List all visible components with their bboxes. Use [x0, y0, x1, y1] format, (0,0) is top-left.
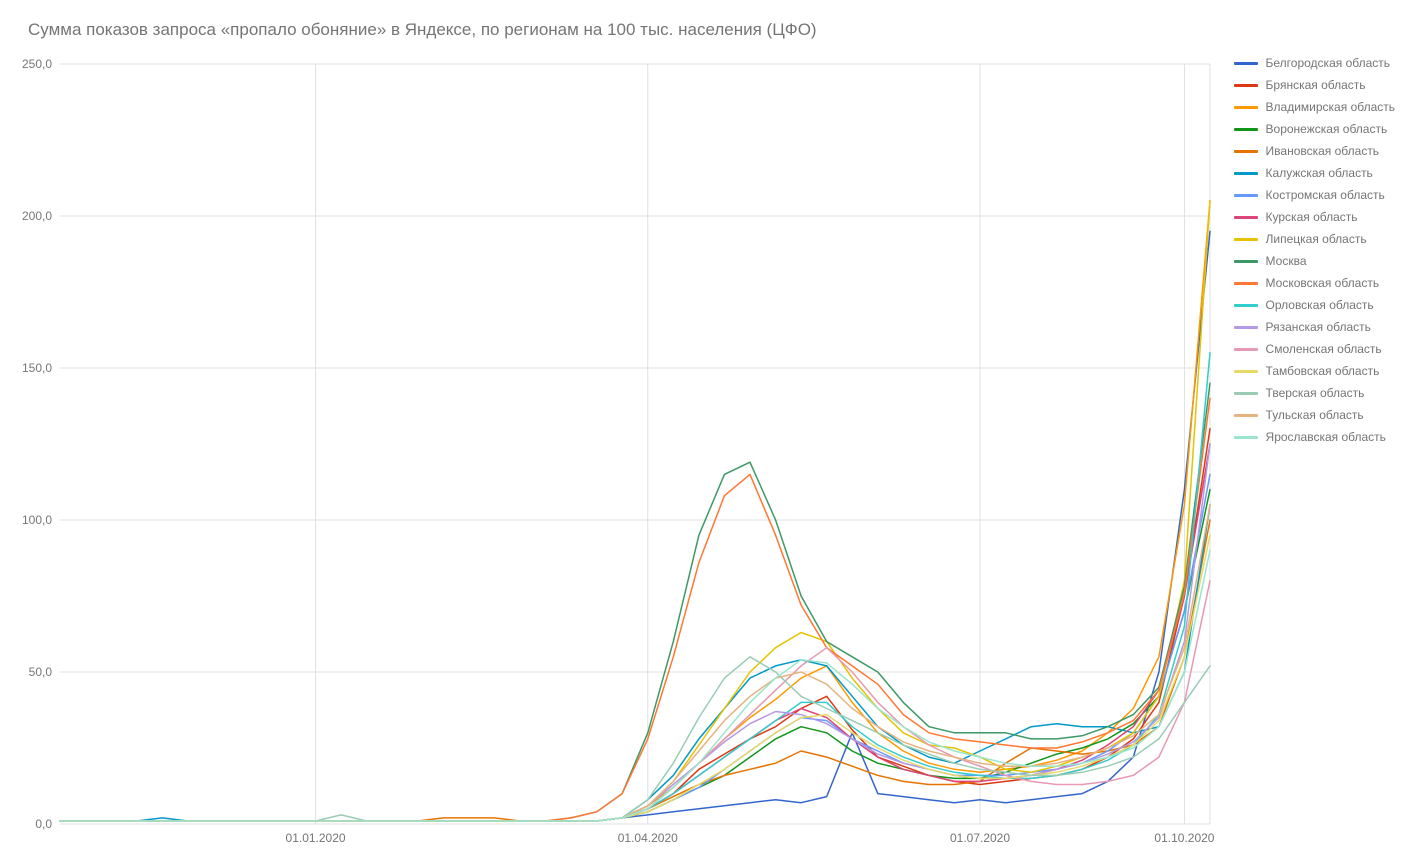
legend-item[interactable]: Ярославская область — [1234, 430, 1395, 444]
svg-text:200,0: 200,0 — [22, 209, 52, 223]
legend-item[interactable]: Ивановская область — [1234, 144, 1395, 158]
legend-swatch — [1234, 260, 1258, 263]
legend-swatch — [1234, 62, 1258, 65]
legend-item[interactable]: Владимирская область — [1234, 100, 1395, 114]
legend-label: Костромская область — [1266, 188, 1385, 202]
legend-label: Тамбовская область — [1266, 364, 1380, 378]
legend-swatch — [1234, 282, 1258, 285]
legend-swatch — [1234, 348, 1258, 351]
series-line — [60, 353, 1210, 821]
legend-item[interactable]: Калужская область — [1234, 166, 1395, 180]
legend-swatch — [1234, 304, 1258, 307]
legend-swatch — [1234, 414, 1258, 417]
legend-item[interactable]: Смоленская область — [1234, 342, 1395, 356]
chart-plot: 0,0 50,0 100,0 150,0 200,0 250,0 01.01.2020 01.… — [20, 54, 1214, 864]
series-line — [60, 474, 1210, 821]
legend-label: Смоленская область — [1266, 342, 1382, 356]
legend-label: Воронежская область — [1266, 122, 1388, 136]
legend-label: Калужская область — [1266, 166, 1373, 180]
chart-title: Сумма показов запроса «пропало обоняние»… — [28, 20, 1395, 40]
chart-legend: Белгородская область Брянская область Влад… — [1214, 54, 1395, 864]
series-line — [60, 383, 1210, 821]
chart-container: Сумма показов запроса «пропало обоняние»… — [20, 20, 1395, 836]
chart-inner: 0,0 50,0 100,0 150,0 200,0 250,0 01.01.2020 01.… — [20, 54, 1395, 864]
legend-item[interactable]: Курская область — [1234, 210, 1395, 224]
legend-swatch — [1234, 84, 1258, 87]
legend-item[interactable]: Липецкая область — [1234, 232, 1395, 246]
series-line — [60, 231, 1210, 821]
legend-item[interactable]: Воронежская область — [1234, 122, 1395, 136]
legend-label: Тульская область — [1266, 408, 1364, 422]
legend-item[interactable]: Орловская область — [1234, 298, 1395, 312]
svg-text:01.10.2020: 01.10.2020 — [1154, 831, 1213, 845]
svg-text:01.01.2020: 01.01.2020 — [286, 831, 346, 845]
series-line — [60, 201, 1210, 821]
legend-item[interactable]: Костромская область — [1234, 188, 1395, 202]
legend-label: Белгородская область — [1266, 56, 1390, 70]
legend-swatch — [1234, 392, 1258, 395]
legend-swatch — [1234, 194, 1258, 197]
legend-swatch — [1234, 216, 1258, 219]
legend-label: Орловская область — [1266, 298, 1374, 312]
svg-text:0,0: 0,0 — [35, 817, 52, 831]
legend-item[interactable]: Тамбовская область — [1234, 364, 1395, 378]
legend-label: Брянская область — [1266, 78, 1366, 92]
legend-label: Владимирская область — [1266, 100, 1395, 114]
legend-swatch — [1234, 150, 1258, 153]
legend-item[interactable]: Рязанская область — [1234, 320, 1395, 334]
svg-text:150,0: 150,0 — [22, 361, 52, 375]
svg-text:01.07.2020: 01.07.2020 — [950, 831, 1010, 845]
legend-item[interactable]: Московская область — [1234, 276, 1395, 290]
legend-label: Тверская область — [1266, 386, 1365, 400]
series-line — [60, 398, 1210, 821]
series-line — [60, 201, 1210, 821]
legend-item[interactable]: Тверская область — [1234, 386, 1395, 400]
legend-swatch — [1234, 370, 1258, 373]
series-line — [60, 581, 1210, 821]
svg-text:50,0: 50,0 — [29, 665, 53, 679]
legend-swatch — [1234, 326, 1258, 329]
legend-swatch — [1234, 436, 1258, 439]
legend-swatch — [1234, 106, 1258, 109]
legend-label: Ивановская область — [1266, 144, 1380, 158]
legend-label: Рязанская область — [1266, 320, 1371, 334]
legend-label: Москва — [1266, 254, 1307, 268]
legend-label: Ярославская область — [1266, 430, 1386, 444]
legend-label: Липецкая область — [1266, 232, 1367, 246]
svg-text:01.04.2020: 01.04.2020 — [618, 831, 678, 845]
legend-item[interactable]: Брянская область — [1234, 78, 1395, 92]
legend-swatch — [1234, 128, 1258, 131]
legend-item[interactable]: Москва — [1234, 254, 1395, 268]
svg-text:100,0: 100,0 — [22, 513, 52, 527]
legend-item[interactable]: Тульская область — [1234, 408, 1395, 422]
series-line — [60, 550, 1210, 821]
legend-label: Курская область — [1266, 210, 1358, 224]
legend-swatch — [1234, 172, 1258, 175]
legend-label: Московская область — [1266, 276, 1380, 290]
legend-item[interactable]: Белгородская область — [1234, 56, 1395, 70]
legend-swatch — [1234, 238, 1258, 241]
svg-text:250,0: 250,0 — [22, 57, 52, 71]
